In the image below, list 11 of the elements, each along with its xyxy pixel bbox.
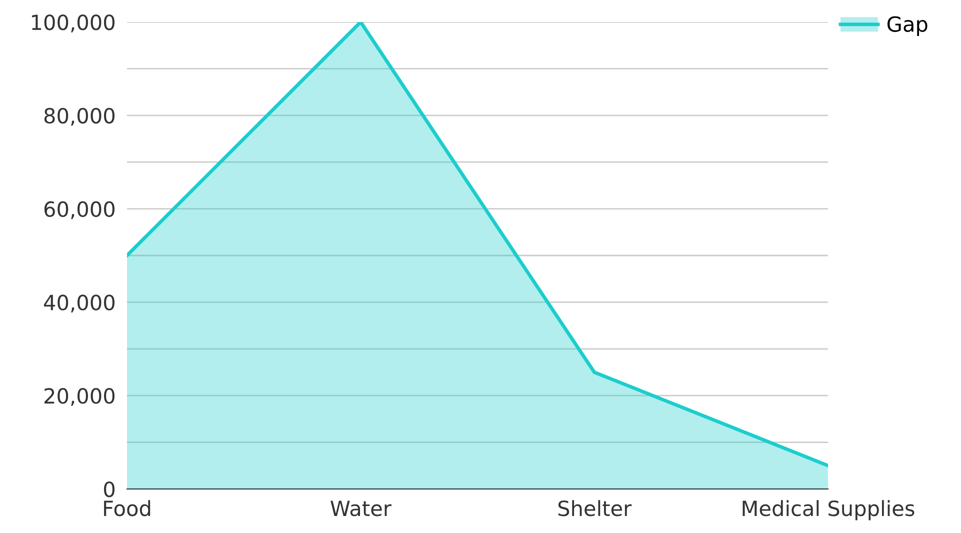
x-tick-label: Shelter xyxy=(558,500,632,516)
legend-label: Gap xyxy=(888,16,928,36)
x-tick-label: Food xyxy=(104,500,150,516)
y-tick-label: 0 xyxy=(104,481,115,498)
y-tick-label: 20,000 xyxy=(44,388,115,406)
y-tick-label: 60,000 xyxy=(44,201,115,220)
x-tick-label: Medical Supplies xyxy=(742,500,914,520)
y-tick-label: 80,000 xyxy=(44,108,115,126)
y-tick-label: 100,000 xyxy=(32,14,115,32)
x-tick-label: Water xyxy=(330,500,392,516)
y-tick-label: 40,000 xyxy=(44,294,115,313)
